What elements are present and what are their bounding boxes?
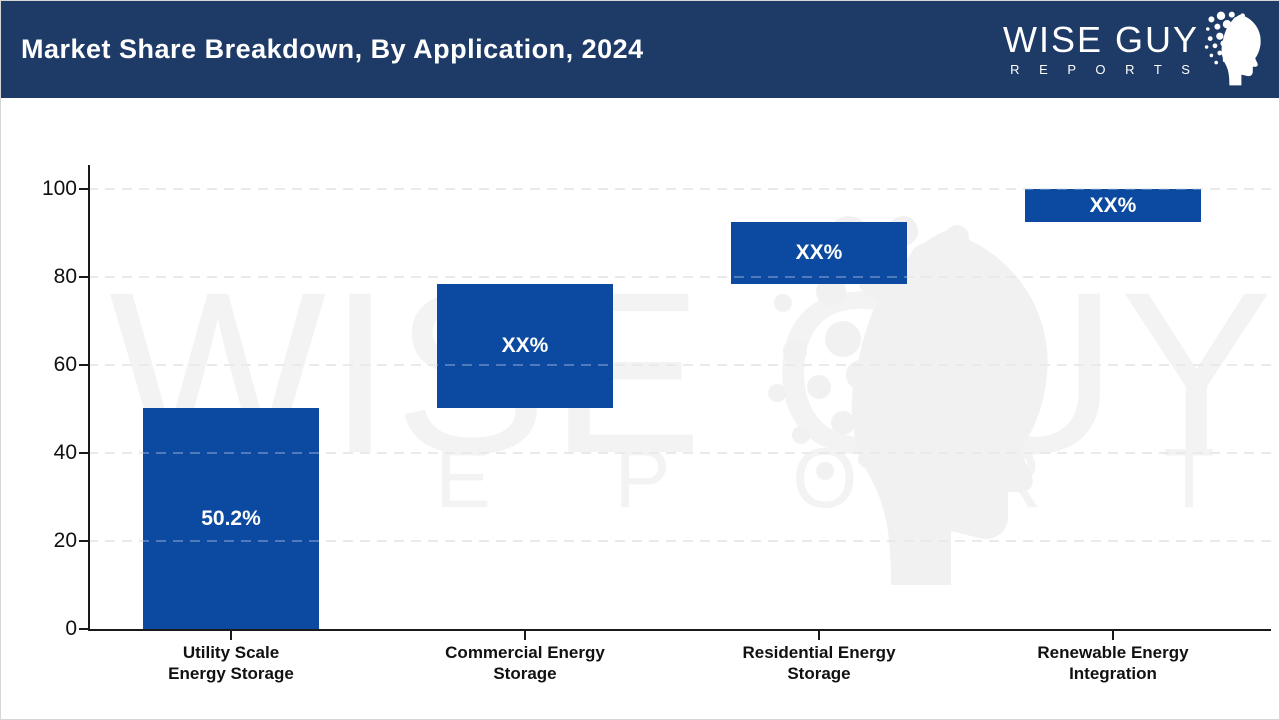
bar-value-label: 50.2% [201,506,261,530]
y-axis-tick-mark [79,540,88,542]
page-title: Market Share Breakdown, By Application, … [21,34,644,64]
bar-value-label: XX% [1089,193,1137,217]
y-axis-tick-label: 40 [53,441,77,464]
y-axis-tick-mark [79,452,88,454]
x-axis-category-label: Renewable Energy Integration [1037,643,1189,683]
logo-reports-text: R E P O R T S [1010,62,1198,77]
gridline [88,276,1271,278]
x-axis-category-label: Residential Energy Storage [742,643,896,683]
y-axis-tick-label: 60 [53,353,77,376]
x-axis-line [88,629,1271,631]
y-axis-tick-label: 100 [41,177,77,200]
x-axis-tick-mark [230,631,232,640]
gridline [88,540,1271,542]
x-axis-tick-mark [1112,631,1114,640]
gridline-overlay [88,540,1271,542]
gridline-overlay [88,364,1271,366]
logo-face-icon [1204,11,1261,85]
gridline-overlay [88,188,1271,190]
y-axis-line [88,165,90,631]
y-axis-tick-label: 20 [53,529,77,552]
y-axis-tick-label: 0 [65,617,77,640]
logo-name-text: WISE GUY [1002,19,1199,60]
x-axis-category-label: Utility Scale Energy Storage [168,643,294,683]
x-axis-tick-mark [818,631,820,640]
logo-wordmark: WISE GUY R E P O R T S [1002,19,1199,78]
gridline-overlay [88,276,1271,278]
gridline [88,188,1271,190]
y-axis-tick-mark [79,276,88,278]
bar-value-label: XX% [501,333,549,357]
y-axis-tick-label: 80 [53,265,77,288]
x-axis-category-label: Commercial Energy Storage [445,643,605,683]
gridline [88,364,1271,366]
chart-bar: 50.2% [143,408,319,629]
header-bar: Market Share Breakdown, By Application, … [1,1,1279,98]
y-axis-tick-mark [79,628,88,630]
wiseguy-logo: WISE GUY R E P O R T S [1003,1,1269,98]
chart-bar: XX% [731,222,907,284]
y-axis-tick-mark [79,188,88,190]
chart-bar: XX% [437,283,613,409]
x-axis-tick-mark [524,631,526,640]
bar-value-label: XX% [795,240,843,264]
gridline [88,452,1271,454]
y-axis-tick-mark [79,364,88,366]
chart-bar: XX% [1025,189,1201,222]
gridline-overlay [88,452,1271,454]
